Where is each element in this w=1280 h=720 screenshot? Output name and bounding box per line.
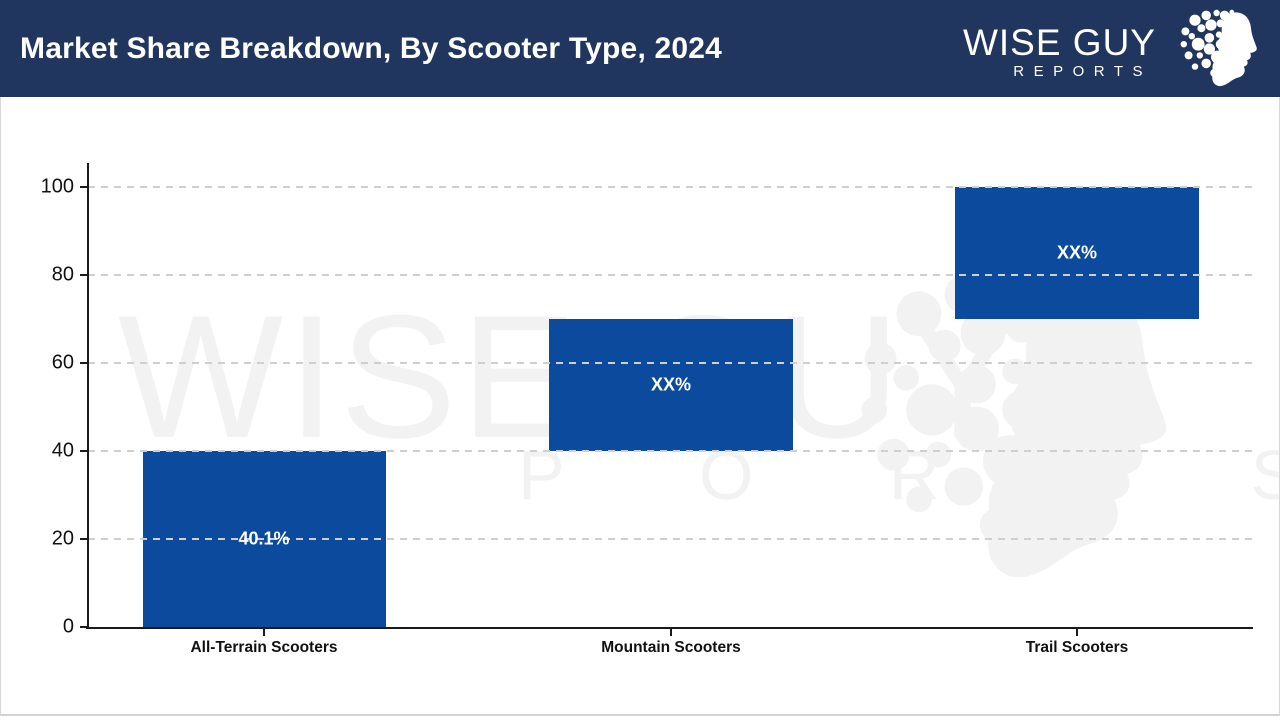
- bar-mountain-scooters: [549, 319, 793, 451]
- bar-value-label: 40.1%: [238, 528, 290, 549]
- y-tick-label: 60: [51, 351, 74, 374]
- gridline-100: [88, 186, 1253, 188]
- header-bar: Market Share Breakdown, By Scooter Type,…: [0, 0, 1280, 97]
- bar-value-label: XX%: [1056, 242, 1098, 263]
- y-tick: [80, 362, 88, 364]
- gridline-80: [88, 274, 1253, 276]
- y-axis-line: [87, 163, 89, 629]
- gridline-40: [88, 450, 1253, 452]
- y-tick-label: 80: [51, 263, 74, 286]
- x-category-label: Mountain Scooters: [601, 639, 741, 656]
- frame-border-bottom: [0, 714, 1280, 716]
- y-tick-label: 100: [40, 175, 74, 198]
- x-tick: [670, 629, 672, 636]
- x-category-label: All-Terrain Scooters: [190, 639, 338, 656]
- y-tick: [80, 626, 88, 628]
- page-title: Market Share Breakdown, By Scooter Type,…: [20, 31, 723, 65]
- bar-value-label: XX%: [650, 374, 692, 395]
- y-tick: [80, 538, 88, 540]
- brand-wordmark: WISE GUY: [962, 22, 1156, 63]
- x-tick: [263, 629, 265, 636]
- y-tick: [80, 450, 88, 452]
- brand-face-icon: [1180, 9, 1257, 87]
- x-axis-line: [86, 627, 1253, 629]
- x-category-label: Trail Scooters: [1025, 639, 1129, 656]
- brand-reports-text: REPORTS: [1013, 63, 1152, 80]
- y-tick-label: 40: [51, 439, 74, 462]
- y-tick-label: 20: [51, 527, 74, 550]
- gridline-60: [88, 362, 1253, 364]
- frame-border-left: [0, 97, 1, 716]
- brand-logo: WISE GUY REPORTS: [962, 6, 1266, 94]
- y-tick: [80, 274, 88, 276]
- bar-trail-scooters: [955, 187, 1199, 319]
- gridline-20: [88, 538, 1253, 540]
- x-tick: [1076, 629, 1078, 636]
- y-tick-label: 0: [62, 615, 74, 638]
- y-tick: [80, 186, 88, 188]
